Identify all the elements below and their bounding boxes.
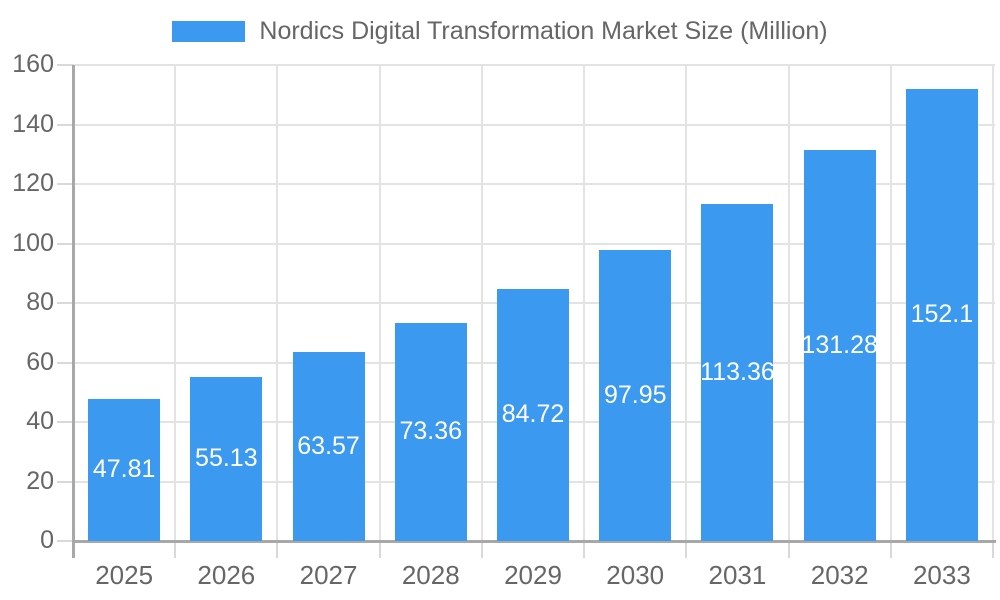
x-axis-tick — [174, 542, 177, 558]
x-gridline — [787, 65, 790, 541]
y-axis-tick — [57, 302, 73, 304]
y-axis-label: 40 — [26, 407, 54, 435]
y-gridline — [73, 183, 995, 185]
bar[interactable]: 55.13 — [190, 376, 263, 541]
y-axis-line — [72, 65, 75, 558]
y-axis-label: 160 — [12, 50, 54, 78]
x-axis-tick — [685, 542, 688, 558]
bar[interactable]: 73.36 — [394, 322, 467, 541]
y-axis-label: 140 — [12, 109, 54, 138]
y-gridline — [73, 123, 995, 126]
y-axis-tick — [57, 361, 73, 364]
x-axis-label: 2025 — [95, 560, 154, 590]
bar-value-label: 84.72 — [501, 400, 565, 429]
y-axis-label: 60 — [26, 347, 54, 376]
y-axis-tick — [57, 183, 73, 185]
y-axis-label: 80 — [26, 288, 54, 316]
x-gridline — [276, 65, 279, 541]
y-axis-tick — [57, 540, 73, 542]
x-axis-tick — [378, 542, 381, 558]
legend-swatch — [172, 21, 246, 42]
bar[interactable]: 47.81 — [88, 398, 161, 541]
bar[interactable]: 63.57 — [292, 351, 365, 541]
bar[interactable]: 84.72 — [497, 288, 569, 541]
bar[interactable]: 152.1 — [905, 88, 978, 541]
y-axis-tick — [57, 480, 73, 483]
x-gridline — [174, 65, 177, 541]
y-gridline — [73, 64, 995, 66]
x-axis-tick — [583, 542, 586, 558]
x-axis-tick — [889, 542, 892, 558]
x-axis-line — [72, 540, 996, 543]
x-axis-label: 2030 — [606, 560, 665, 590]
bar[interactable]: 97.95 — [599, 249, 672, 541]
bar-value-label: 73.36 — [399, 417, 463, 446]
x-axis-tick — [276, 542, 279, 558]
bar-value-label: 152.1 — [910, 300, 974, 329]
bar-value-label: 63.57 — [297, 431, 360, 460]
bar[interactable]: 113.36 — [700, 203, 775, 541]
y-axis-tick — [57, 242, 73, 245]
x-axis-tick — [480, 542, 483, 558]
x-axis-label: 2033 — [912, 560, 971, 590]
x-gridline — [378, 65, 381, 541]
x-axis-label: 2026 — [197, 560, 256, 590]
bar-value-label: 55.13 — [195, 444, 258, 473]
x-gridline — [685, 65, 688, 541]
x-axis-label: 2028 — [401, 560, 460, 590]
y-axis-label: 100 — [12, 228, 54, 257]
x-axis-label: 2029 — [504, 560, 562, 590]
bar-value-label: 47.81 — [92, 455, 156, 484]
bar-value-label: 131.28 — [801, 331, 878, 360]
x-gridline — [480, 65, 483, 541]
y-axis-label: 20 — [26, 466, 54, 495]
y-gridline — [73, 242, 995, 245]
y-axis-tick — [57, 421, 73, 423]
y-axis-tick — [57, 123, 73, 126]
y-axis-tick — [57, 64, 73, 66]
x-gridline — [889, 65, 892, 541]
bar-value-label: 113.36 — [700, 357, 775, 386]
chart-legend[interactable]: Nordics Digital Transformation Market Si… — [0, 17, 1000, 46]
x-axis-tick — [787, 542, 790, 558]
bar-value-label: 97.95 — [603, 380, 667, 409]
x-axis-tick — [992, 542, 994, 558]
x-gridline — [992, 65, 994, 541]
x-gridline — [583, 65, 586, 541]
x-axis-label: 2027 — [299, 560, 358, 590]
y-axis-label: 120 — [12, 169, 54, 197]
bar[interactable]: 131.28 — [801, 150, 878, 541]
y-axis-label: 0 — [40, 526, 54, 554]
x-axis-label: 2032 — [810, 560, 869, 590]
x-axis-label: 2031 — [708, 560, 767, 590]
legend-label: Nordics Digital Transformation Market Si… — [259, 17, 828, 45]
